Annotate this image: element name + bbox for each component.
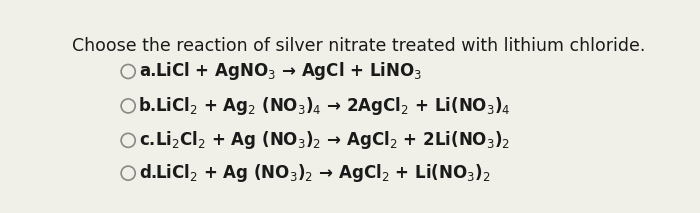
Text: LiCl + AgNO$_{3}$ → AgCl + LiNO$_{3}$: LiCl + AgNO$_{3}$ → AgCl + LiNO$_{3}$ — [155, 60, 423, 82]
Text: d.: d. — [139, 164, 158, 182]
Text: c.: c. — [139, 131, 155, 149]
Text: Li$_{2}$Cl$_{2}$ + Ag (NO$_{3}$)$_{2}$ → AgCl$_{2}$ + 2Li(NO$_{3}$)$_{2}$: Li$_{2}$Cl$_{2}$ + Ag (NO$_{3}$)$_{2}$ →… — [155, 129, 510, 151]
Text: LiCl$_{2}$ + Ag (NO$_{3}$)$_{2}$ → AgCl$_{2}$ + Li(NO$_{3}$)$_{2}$: LiCl$_{2}$ + Ag (NO$_{3}$)$_{2}$ → AgCl$… — [155, 162, 491, 184]
Text: Choose the reaction of silver nitrate treated with lithium chloride.: Choose the reaction of silver nitrate tr… — [72, 37, 645, 55]
Text: LiCl$_{2}$ + Ag$_{2}$ (NO$_{3}$)$_{4}$ → 2AgCl$_{2}$ + Li(NO$_{3}$)$_{4}$: LiCl$_{2}$ + Ag$_{2}$ (NO$_{3}$)$_{4}$ →… — [155, 95, 511, 117]
Text: b.: b. — [139, 97, 158, 115]
Text: a.: a. — [139, 62, 157, 81]
